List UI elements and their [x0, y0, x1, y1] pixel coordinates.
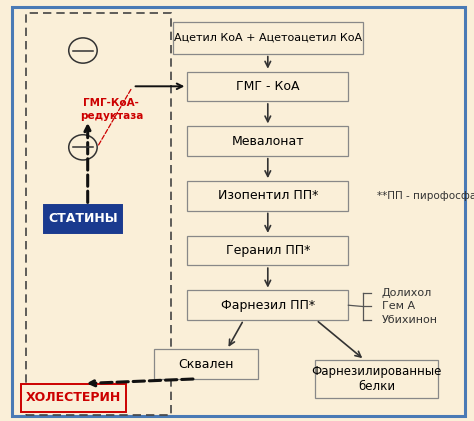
Text: Геранил ПП*: Геранил ПП* — [226, 244, 310, 257]
Circle shape — [69, 38, 97, 63]
Bar — [44, 205, 122, 232]
Text: ХОЛЕСТЕРИН: ХОЛЕСТЕРИН — [26, 392, 121, 404]
Bar — [187, 72, 348, 101]
Bar — [187, 181, 348, 210]
Text: ГМГ-КоА-
редуктаза: ГМГ-КоА- редуктаза — [80, 98, 143, 121]
Bar — [187, 290, 348, 320]
Text: Фарнезил ПП*: Фарнезил ПП* — [221, 299, 315, 312]
Bar — [315, 360, 438, 398]
Text: ГМГ - КоА: ГМГ - КоА — [236, 80, 300, 93]
Bar — [173, 22, 363, 53]
Text: Долихол: Долихол — [382, 288, 432, 298]
Bar — [21, 384, 126, 412]
Text: Ацетил КоА + Ацетоацетил КоА: Ацетил КоА + Ацетоацетил КоА — [174, 33, 362, 43]
Text: Гем А: Гем А — [382, 301, 415, 312]
Bar — [154, 349, 258, 379]
Text: Убихинон: Убихинон — [382, 315, 438, 325]
Text: Фарнезилированные
белки: Фарнезилированные белки — [311, 365, 442, 393]
Text: Изопентил ПП*: Изопентил ПП* — [218, 189, 318, 202]
Text: СТАТИНЫ: СТАТИНЫ — [48, 213, 118, 225]
Text: Сквален: Сквален — [178, 358, 234, 370]
Text: Мевалонат: Мевалонат — [231, 135, 304, 147]
Circle shape — [69, 135, 97, 160]
Text: **ПП - пирофосфат: **ПП - пирофосфат — [377, 191, 474, 201]
Bar — [187, 236, 348, 265]
Bar — [26, 13, 171, 415]
Bar — [187, 126, 348, 156]
